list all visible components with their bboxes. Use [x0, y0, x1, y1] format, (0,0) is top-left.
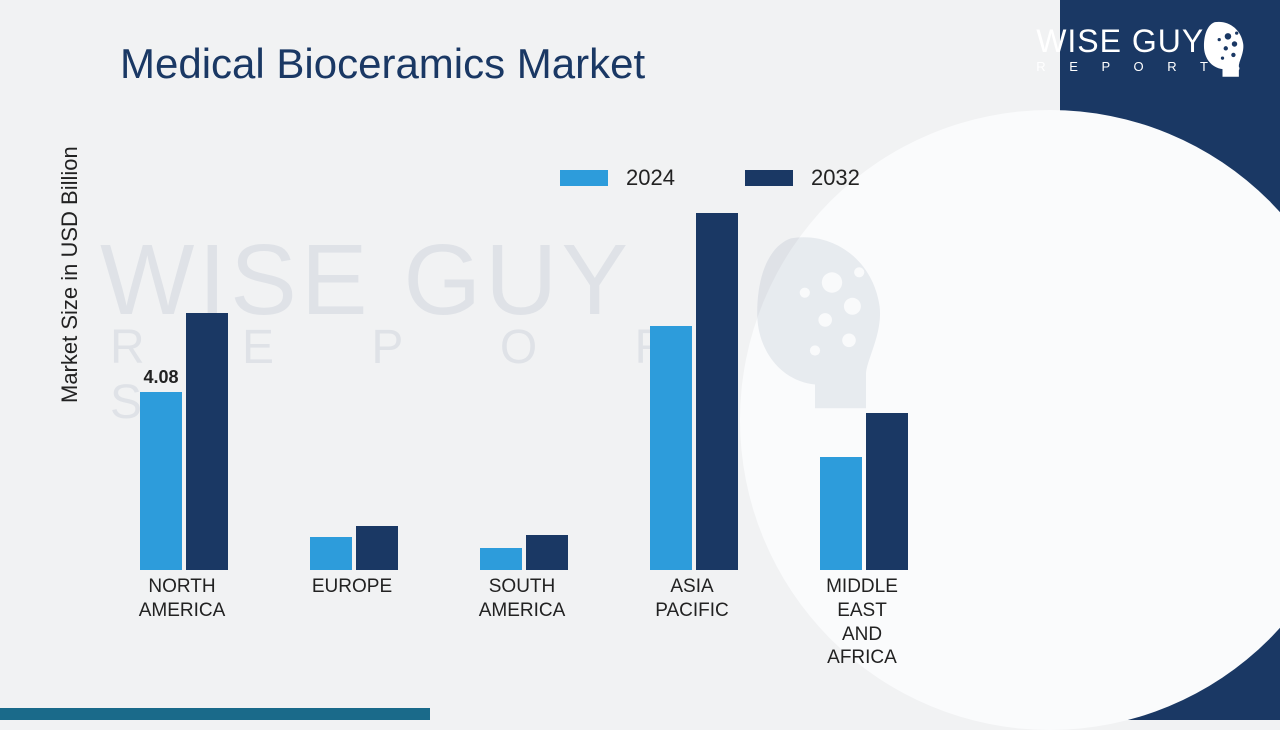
legend-item-2024: 2024 [560, 165, 675, 191]
bar-2024 [650, 326, 692, 570]
legend-swatch-2024 [560, 170, 608, 186]
bar-2032 [186, 313, 228, 570]
bar-2032 [526, 535, 568, 570]
legend-swatch-2032 [745, 170, 793, 186]
legend-label-2032: 2032 [811, 165, 860, 191]
x-axis-category-label: SOUTHAMERICA [452, 575, 592, 623]
bar-2024 [310, 537, 352, 570]
bar-2032 [356, 526, 398, 570]
legend-item-2032: 2032 [745, 165, 860, 191]
x-axis-category-label: ASIAPACIFIC [622, 575, 762, 623]
y-axis-label: Market Size in USD Billion [57, 146, 83, 403]
bar-2032 [696, 213, 738, 570]
footer-accent-bar [0, 708, 430, 720]
bar-2024 [480, 548, 522, 570]
x-axis-category-label: MIDDLEEASTANDAFRICA [792, 575, 932, 670]
chart-plot-area: 4.08 [100, 200, 970, 570]
bar-2032 [866, 413, 908, 570]
brand-head-icon [1195, 20, 1250, 80]
chart-title: Medical Bioceramics Market [120, 40, 645, 88]
brand-logo: WISE GUY R E P O R T S [1036, 25, 1250, 74]
bar-value-label: 4.08 [136, 367, 186, 388]
legend-label-2024: 2024 [626, 165, 675, 191]
bar-2024 [140, 392, 182, 570]
x-axis-category-label: EUROPE [282, 575, 422, 599]
legend: 2024 2032 [560, 165, 860, 191]
bar-2024 [820, 457, 862, 570]
x-axis-category-label: NORTHAMERICA [112, 575, 252, 623]
